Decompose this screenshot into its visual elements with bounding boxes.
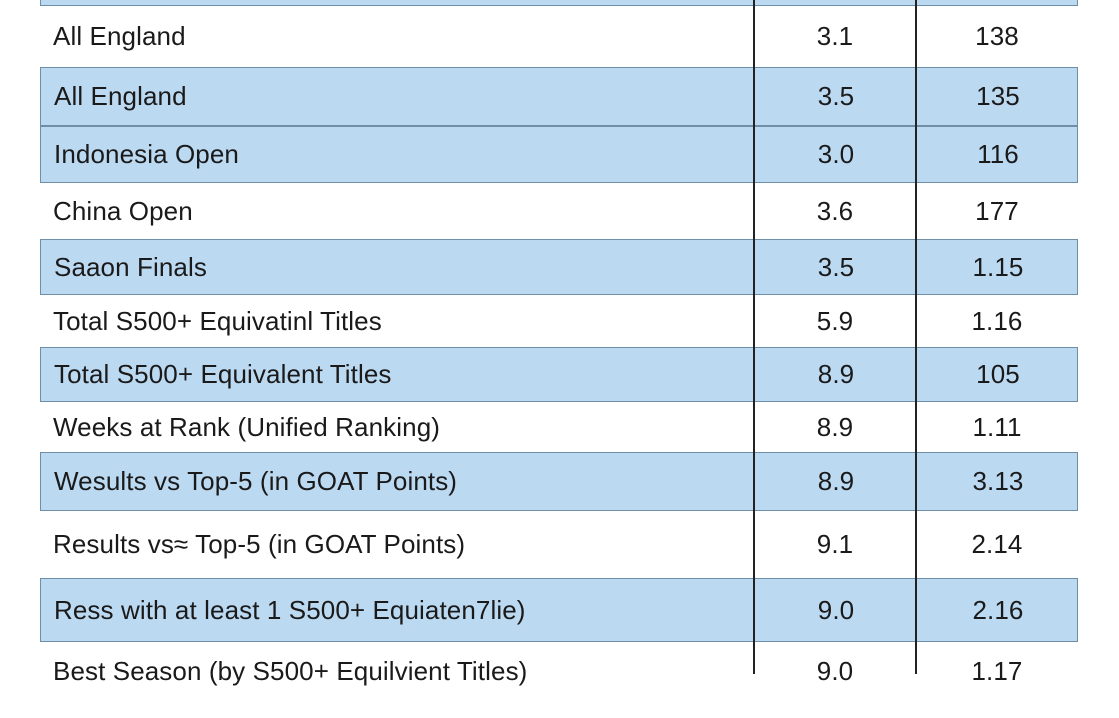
table-row: Weeks at Rank (Unified Ranking) 8.9 1.11 [40, 402, 1078, 452]
row-value-1: 3.1 [816, 21, 854, 51]
row-value-1: 8.9 [817, 359, 855, 389]
row-value-1: 3.5 [817, 251, 855, 282]
row-value-2: 2.14 [971, 529, 1023, 559]
row-name: China Open [53, 195, 193, 226]
row-value-1: 5.9 [816, 305, 854, 336]
row-value-1: 3.0 [817, 139, 855, 169]
row-name: Ress with at least 1 S500+ Equiaten7lie) [54, 594, 526, 625]
row-value-2: 135 [976, 81, 1020, 111]
row-value-2 [917, 0, 1079, 5]
row-value-2: 1.11 [972, 411, 1022, 442]
row-value-2: 2.16 [972, 594, 1024, 625]
table-row: Saaon Finals 3.5 1.15 [40, 239, 1078, 295]
table-row: China Open 3.6 177 [40, 183, 1078, 239]
row-value-2: 1.15 [972, 251, 1024, 282]
table-row: All England 3.1 138 [40, 6, 1078, 67]
table-row: Wesults vs Top-5 (in GOAT Points) 8.9 3.… [40, 452, 1078, 511]
row-value-2: 3.13 [972, 466, 1024, 496]
row-name: All England [54, 81, 187, 111]
table-row: All England 3.5 135 [40, 67, 1078, 126]
column-divider [753, 0, 755, 674]
row-value-1: 8.9 [816, 411, 854, 442]
row-name: Best Season (by S500+ Equilvient Titles) [53, 656, 528, 686]
row-name: All England [53, 21, 186, 51]
table-row: Results vs≈ Top-5 (in GOAT Points) 9.1 2… [40, 511, 1078, 578]
rankings-table: All England 3.1 138 All England 3.5 135 … [40, 0, 1078, 704]
column-divider [915, 0, 917, 674]
row-value-1: 9.0 [817, 594, 855, 625]
table-row: Best Season (by S500+ Equilvient Titles)… [40, 642, 1078, 704]
row-value-2: 105 [976, 359, 1020, 389]
row-name: Saaon Finals [54, 251, 207, 282]
row-value-2: 177 [975, 195, 1019, 226]
row-value-1: 3.5 [817, 81, 855, 111]
table-row [40, 0, 1078, 6]
row-value-1: 8.9 [817, 466, 855, 496]
row-value-1 [755, 0, 917, 5]
row-name: Results vs≈ Top-5 (in GOAT Points) [53, 529, 466, 559]
row-name: Weeks at Rank (Unified Ranking) [53, 411, 441, 442]
row-value-1: 9.1 [816, 529, 854, 559]
table-row: Ress with at least 1 S500+ Equiaten7lie)… [40, 578, 1078, 642]
table-row: Total S500+ Equivalent Titles 8.9 105 [40, 347, 1078, 402]
table-row: Total S500+ Equivatinl Titles 5.9 1.16 [40, 295, 1078, 347]
row-name: Indonesia Open [54, 139, 239, 169]
row-value-2: 1.17 [971, 656, 1023, 686]
row-value-2: 1.16 [971, 305, 1023, 336]
row-value-1: 3.6 [816, 195, 854, 226]
row-name: Total S500+ Equivatinl Titles [53, 305, 382, 336]
row-value-1: 9.0 [816, 656, 854, 686]
table-row: Indonesia Open 3.0 116 [40, 126, 1078, 183]
row-name: Total S500+ Equivalent Titles [54, 359, 392, 389]
row-name: Wesults vs Top-5 (in GOAT Points) [54, 466, 458, 496]
row-value-2: 116 [977, 139, 1019, 169]
row-value-2: 138 [975, 21, 1019, 51]
